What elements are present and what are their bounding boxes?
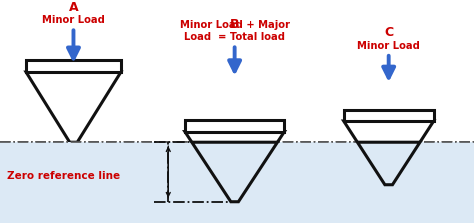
Text: A: A xyxy=(69,1,78,14)
Bar xyxy=(26,60,121,72)
Text: C: C xyxy=(384,26,393,39)
Text: B: B xyxy=(230,18,239,31)
Polygon shape xyxy=(344,121,434,185)
Polygon shape xyxy=(26,72,121,142)
Text: Zero reference line: Zero reference line xyxy=(7,171,120,181)
Text: Minor Load: Minor Load xyxy=(42,15,105,25)
Text: Minor Load: Minor Load xyxy=(357,41,420,51)
Bar xyxy=(185,120,284,132)
FancyBboxPatch shape xyxy=(0,142,474,223)
Polygon shape xyxy=(185,132,284,202)
Bar xyxy=(344,110,434,121)
FancyBboxPatch shape xyxy=(0,142,474,223)
Text: Minor Load + Major
Load  = Total load: Minor Load + Major Load = Total load xyxy=(180,20,290,42)
